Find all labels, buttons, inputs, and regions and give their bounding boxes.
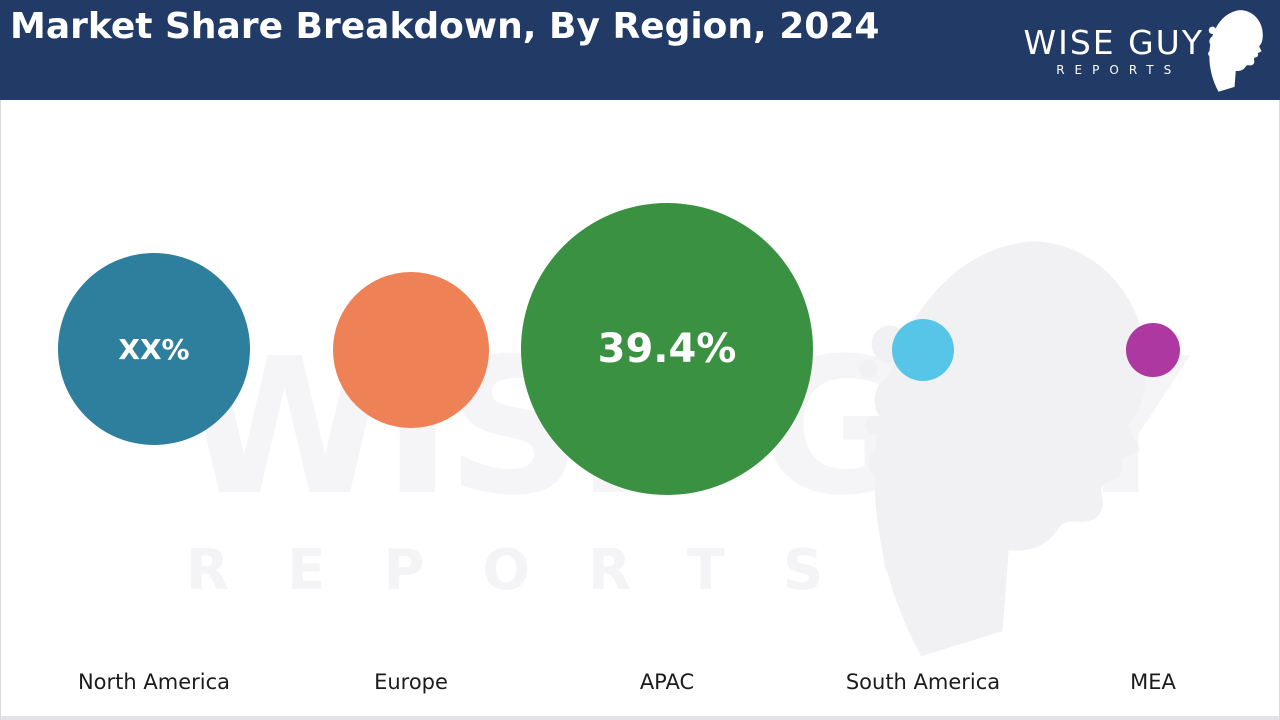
header-bar: Market Share Breakdown, By Region, 2024 … <box>0 0 1280 100</box>
brand-subtitle: REPORTS <box>1056 63 1182 77</box>
bubble-apac[interactable]: 39.4% <box>521 203 813 495</box>
bubble-south-america[interactable] <box>892 319 954 381</box>
bubble-value-label: 39.4% <box>597 326 737 372</box>
brand-name: WISE GUY <box>1023 23 1204 62</box>
category-label-europe: Europe <box>374 670 448 694</box>
category-label-north-america: North America <box>77 670 231 694</box>
brand-logo-text: WISE GUY REPORTS <box>1023 23 1204 77</box>
bubble-value-label: XX% <box>118 332 190 366</box>
wiseguy-face-icon <box>1208 10 1263 92</box>
bubble-north-america[interactable]: XX% <box>58 253 250 445</box>
category-label-south-america: South America <box>845 670 1001 694</box>
category-label-mea: MEA <box>1130 670 1176 694</box>
category-label-apac: APAC <box>639 670 695 694</box>
bubble-chart: WISE GUY REPORTS XX%39.4% North AmericaE… <box>0 100 1280 720</box>
watermark-subtext: REPORTS <box>186 538 882 603</box>
bubble-mea[interactable] <box>1126 323 1180 377</box>
watermark-face-icon <box>859 241 1147 657</box>
bubble-europe[interactable] <box>333 272 489 428</box>
page-title: Market Share Breakdown, By Region, 2024 <box>10 6 880 47</box>
brand-logo: WISE GUY REPORTS <box>1023 6 1268 94</box>
